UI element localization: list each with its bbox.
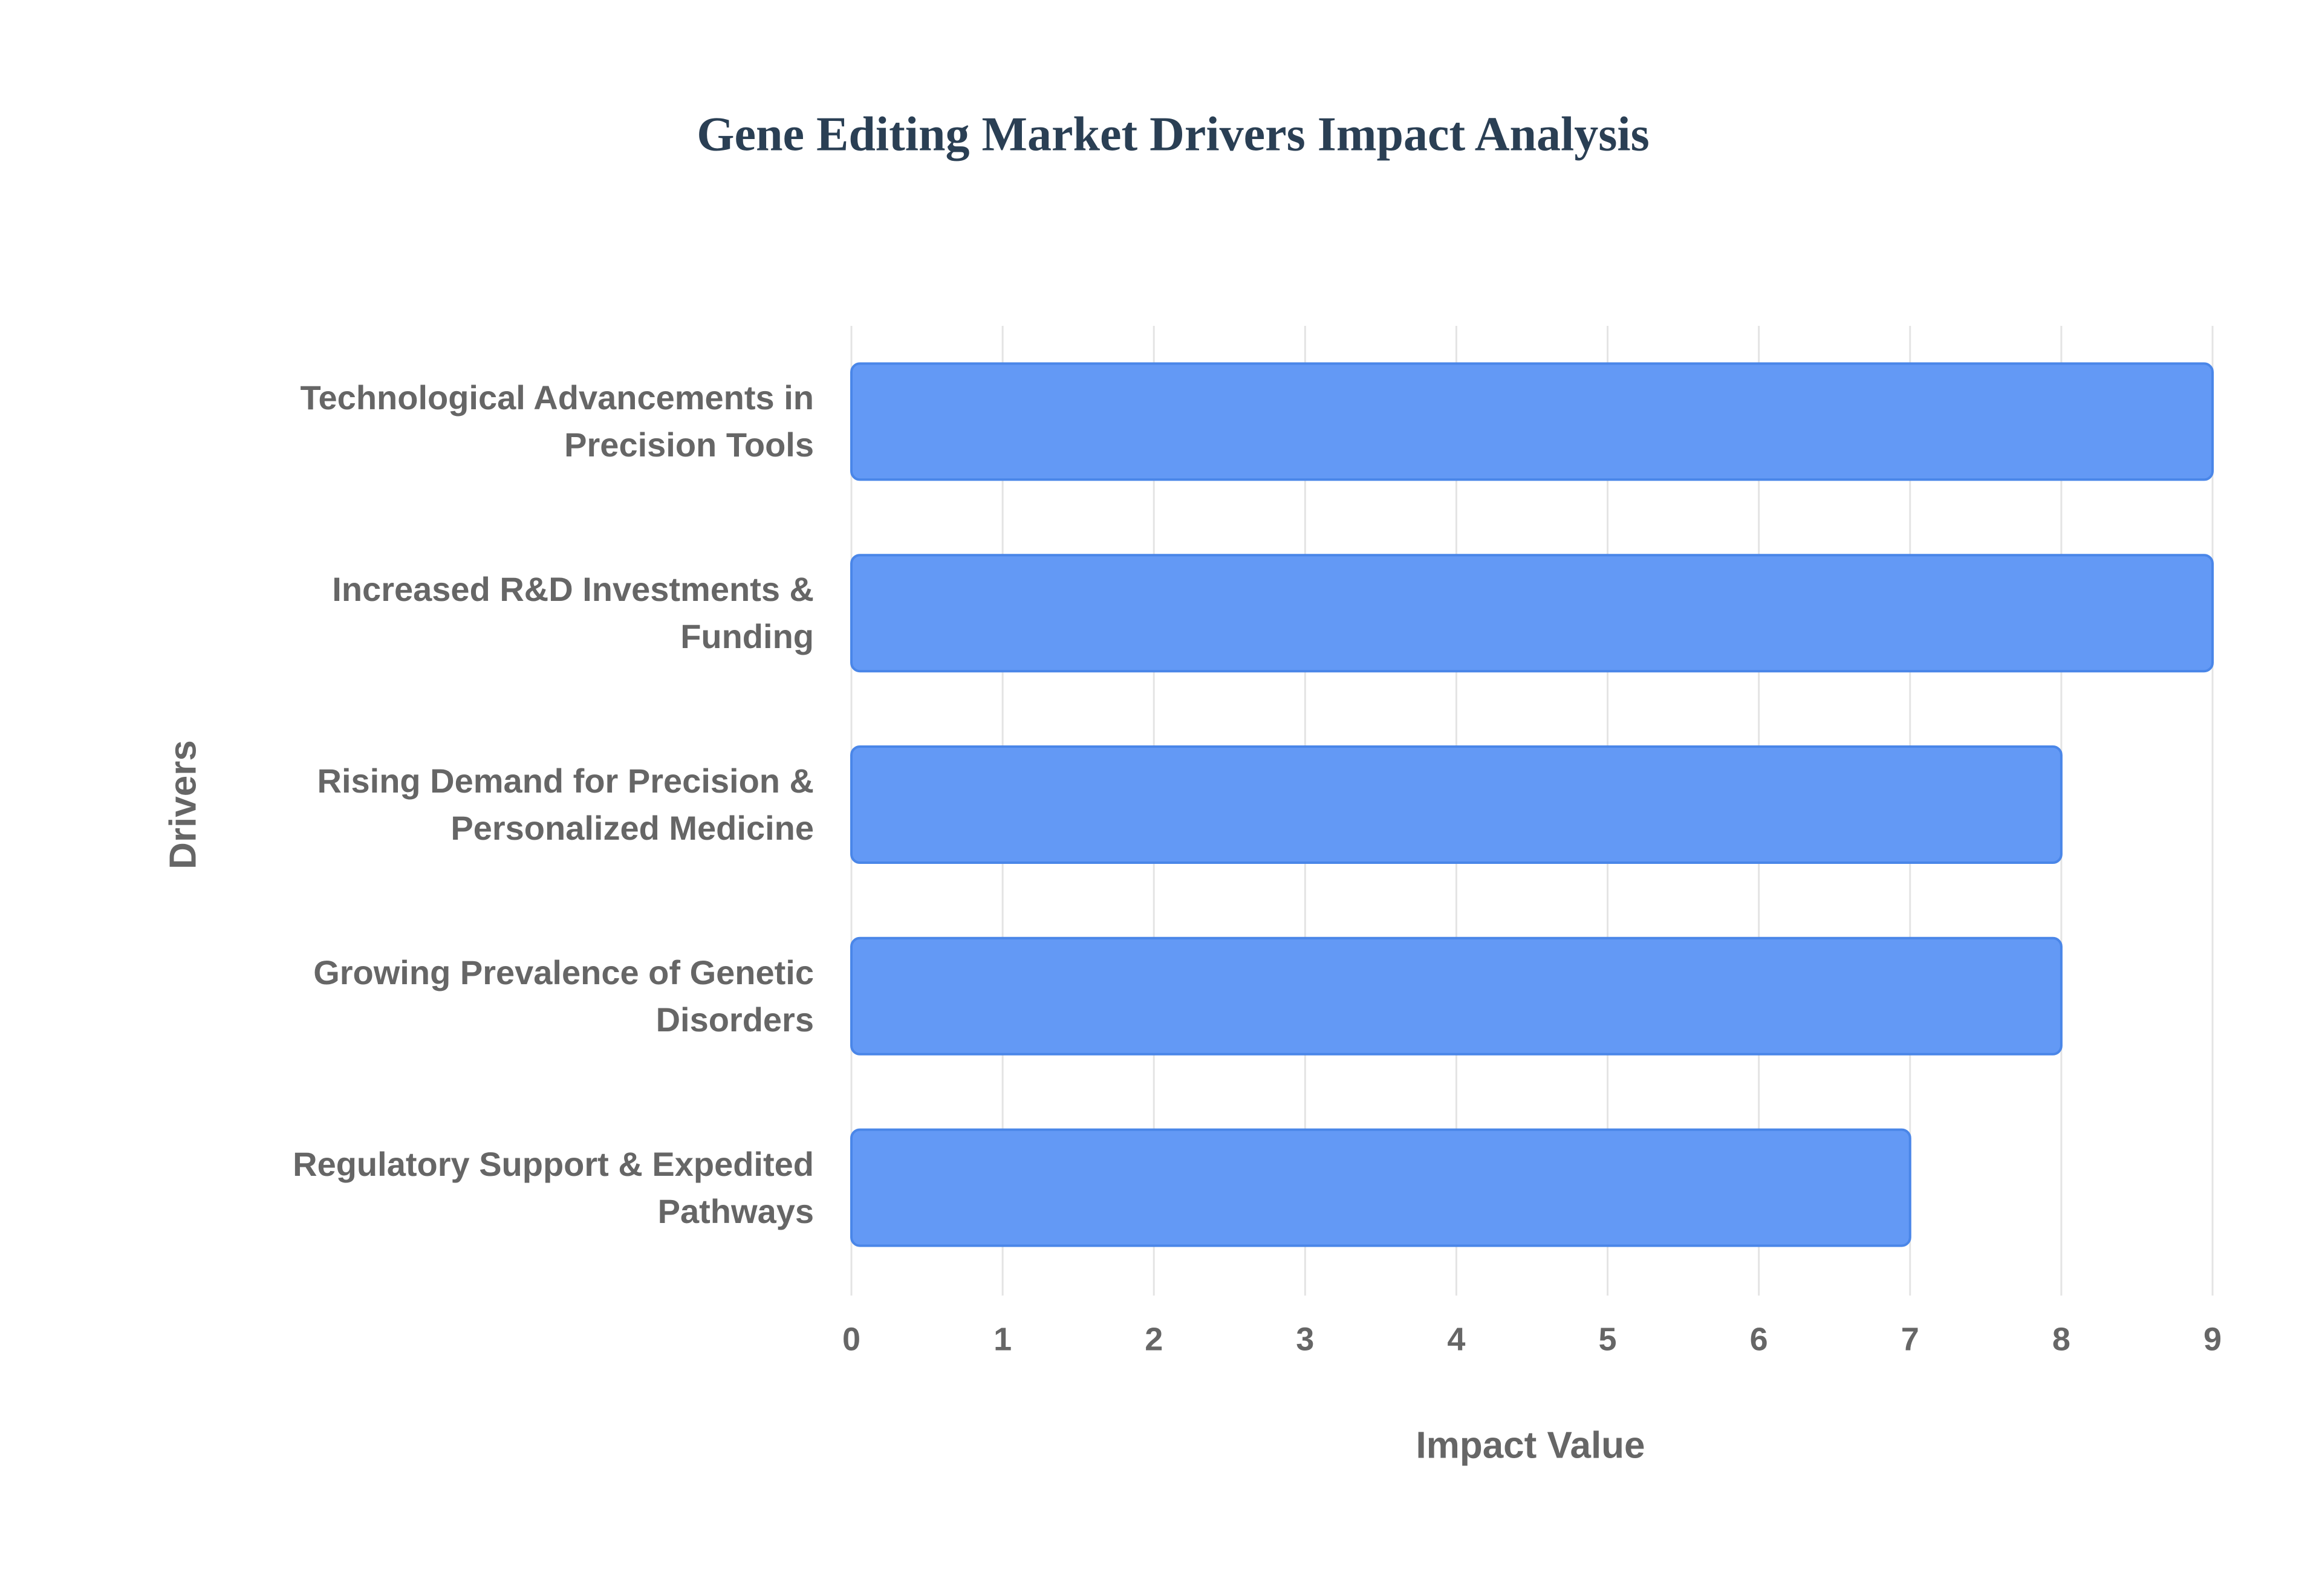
x-tick-label: 5	[1599, 1321, 1617, 1357]
x-tick-label: 6	[1750, 1321, 1768, 1357]
y-tick-label: Regulatory Support & Expedited Pathways	[293, 1144, 814, 1230]
y-tick-label: Growing Prevalence of Genetic Disorders	[313, 953, 814, 1039]
y-tick-label-box: Increased R&D Investments & Funding	[332, 570, 814, 656]
x-tick-label: 2	[1145, 1321, 1163, 1357]
y-tick-label-box: Growing Prevalence of Genetic Disorders	[313, 953, 814, 1039]
bar	[850, 745, 2063, 864]
y-tick-label-box: Technological Advancements in Precision …	[300, 378, 814, 464]
y-tick-label: Technological Advancements in Precision …	[300, 378, 814, 464]
y-tick-label-box: Regulatory Support & Expedited Pathways	[293, 1144, 814, 1230]
y-tick-label-box: Rising Demand for Precision & Personaliz…	[317, 762, 815, 847]
y-tick-label: Rising Demand for Precision & Personaliz…	[317, 762, 815, 847]
bar	[850, 936, 2063, 1056]
bar	[850, 362, 2214, 481]
x-tick-label: 4	[1447, 1321, 1465, 1357]
x-tick-label: 9	[2203, 1321, 2222, 1357]
x-tick-label: 7	[1901, 1321, 1919, 1357]
x-axis-title: Impact Value	[1416, 1424, 1645, 1466]
x-tick-label: 0	[842, 1321, 860, 1357]
chart-title: Gene Editing Market Drivers Impact Analy…	[697, 108, 1649, 161]
y-axis-title: Drivers	[162, 740, 204, 869]
bar	[850, 554, 2214, 673]
bar	[850, 1128, 1911, 1247]
y-tick-label: Increased R&D Investments & Funding	[332, 570, 814, 656]
x-tick-label: 3	[1296, 1321, 1314, 1357]
x-tick-label: 1	[994, 1321, 1012, 1357]
x-tick-label: 8	[2052, 1321, 2070, 1357]
